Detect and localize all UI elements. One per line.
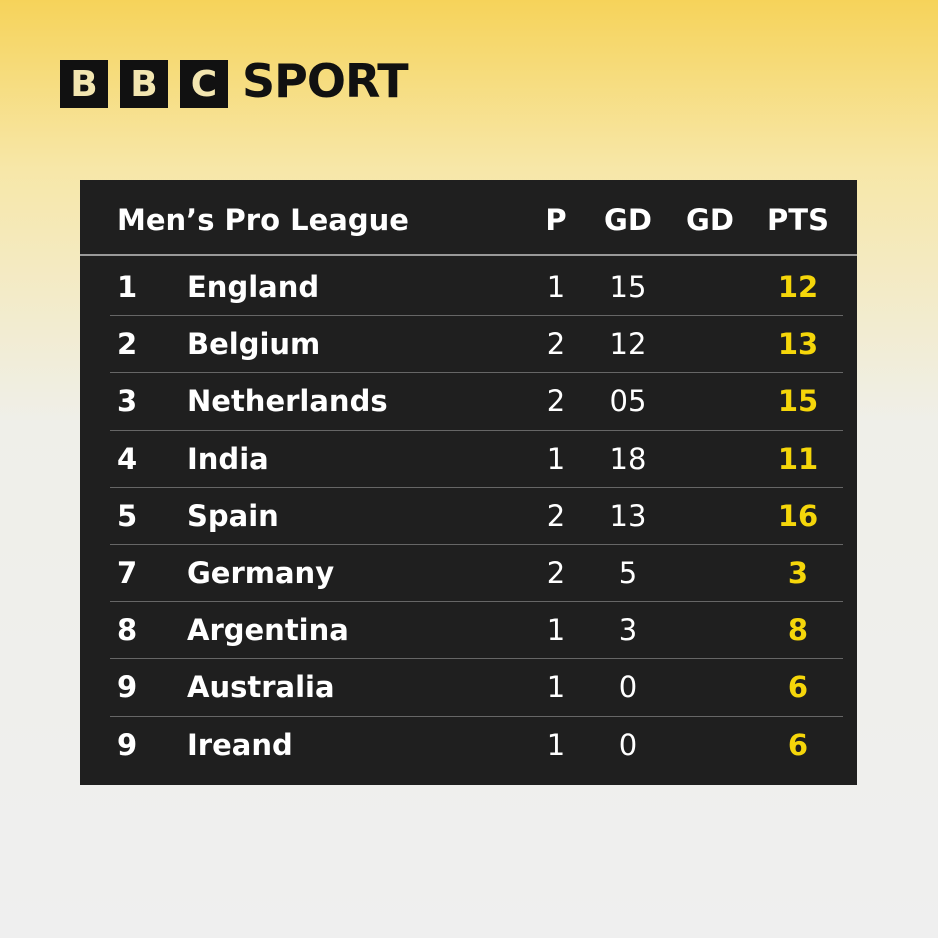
rank: 3 [117, 384, 138, 419]
goal-difference: 12 [609, 327, 647, 362]
team-name: Germany [187, 556, 335, 590]
rank: 9 [117, 670, 138, 705]
row-separator [110, 486, 843, 488]
points: 11 [777, 441, 819, 476]
logo-letter: C [180, 60, 228, 108]
team-name: Australia [187, 670, 335, 705]
goal-difference: 15 [609, 270, 647, 304]
team-name: Spain [187, 498, 279, 533]
played: 2 [546, 556, 566, 590]
table-panel [80, 180, 857, 785]
points: 6 [787, 727, 809, 762]
team-name: India [187, 441, 269, 476]
row-separator [110, 315, 843, 317]
played: 1 [546, 441, 566, 476]
rank: 2 [117, 327, 138, 362]
logo-sport: SPORT [242, 54, 409, 108]
row-separator [110, 601, 843, 603]
table-title: Men’s Pro League [117, 203, 409, 237]
points: 12 [777, 270, 819, 304]
played: 2 [546, 498, 566, 533]
team-name: Argentina [187, 613, 349, 648]
team-name: Belgium [187, 327, 321, 362]
logo-letter: B [60, 60, 108, 108]
rank: 9 [117, 727, 138, 762]
header-line [80, 254, 857, 256]
column-header: PTS [767, 203, 829, 237]
played: 1 [546, 270, 566, 304]
row-separator [110, 544, 843, 545]
goal-difference: 05 [609, 384, 647, 419]
column-header: P [545, 203, 567, 237]
row-separator [110, 658, 843, 660]
goal-difference: 0 [618, 727, 638, 762]
logo-letter: B [120, 60, 168, 108]
team-name: Ireand [187, 727, 293, 762]
played: 2 [546, 384, 566, 419]
row-separator [110, 715, 843, 717]
played: 1 [546, 670, 566, 705]
rank: 1 [117, 270, 138, 304]
played: 2 [546, 327, 566, 362]
team-name: Netherlands [187, 384, 388, 419]
row-separator [110, 429, 843, 431]
rank: 8 [117, 613, 138, 648]
points: 15 [777, 384, 819, 419]
column-header: GD [686, 203, 734, 237]
goal-difference: 5 [618, 556, 638, 590]
points: 13 [777, 327, 819, 362]
points: 3 [787, 556, 809, 590]
column-header: GD [604, 203, 652, 237]
goal-difference: 13 [609, 498, 647, 533]
team-name: England [187, 270, 320, 304]
row-separator [110, 372, 843, 374]
points: 16 [777, 498, 819, 533]
rank: 4 [117, 441, 138, 476]
played: 1 [546, 613, 566, 648]
rank: 7 [117, 556, 138, 590]
points: 6 [787, 670, 809, 705]
goal-difference: 18 [609, 441, 647, 476]
points: 8 [787, 613, 809, 648]
played: 1 [546, 727, 566, 762]
goal-difference: 3 [618, 613, 638, 648]
rank: 5 [117, 498, 138, 533]
goal-difference: 0 [618, 670, 638, 705]
